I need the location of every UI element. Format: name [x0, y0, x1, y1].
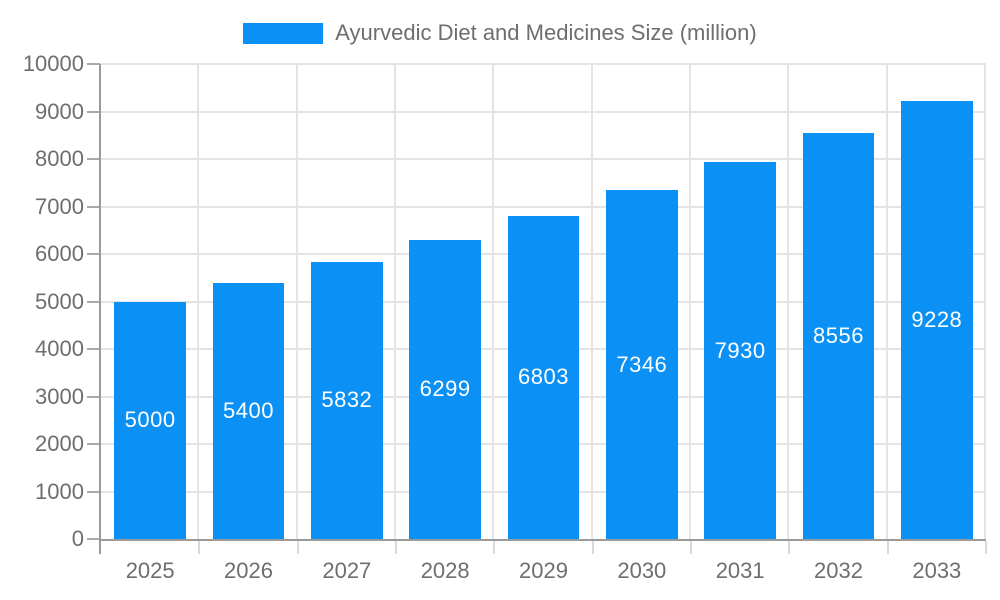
y-axis-label: 9000: [35, 98, 84, 124]
y-tick: [87, 253, 100, 255]
bar-value-label: 8556: [813, 322, 864, 348]
y-axis-label: 6000: [35, 241, 84, 266]
y-tick: [87, 205, 100, 208]
x-tick: [690, 541, 692, 554]
x-tick: [395, 541, 397, 554]
bar-value-label: 7346: [616, 351, 668, 377]
bar-value-label: 5400: [223, 397, 274, 423]
y-tick: [87, 63, 100, 65]
y-tick: [87, 443, 100, 445]
x-tick: [985, 541, 987, 554]
h-gridline: [101, 158, 986, 160]
y-axis-label: 7000: [35, 193, 84, 219]
h-gridline: [101, 205, 986, 208]
v-gridline: [590, 64, 593, 539]
v-gridline: [394, 64, 396, 539]
x-axis-label-2028: 2028: [420, 558, 470, 583]
chart-legend[interactable]: Ayurvedic Diet and Medicines Size (milli…: [0, 19, 1000, 47]
x-axis-label-2027: 2027: [322, 558, 372, 583]
x-axis-label-2030: 2030: [617, 558, 667, 583]
y-tick: [87, 348, 100, 350]
v-gridline: [984, 64, 986, 539]
y-axis-label: 1000: [35, 478, 84, 504]
v-gridline: [492, 64, 495, 539]
y-axis-label: 8000: [35, 146, 84, 171]
bar-value-label: 5000: [124, 407, 176, 433]
y-tick: [87, 538, 100, 540]
x-axis-line: [99, 539, 986, 541]
x-axis-label-2033: 2033: [912, 558, 962, 583]
bar-2026[interactable]: 5400: [212, 282, 285, 539]
bar-value-label: 6299: [419, 376, 471, 402]
y-axis-label: 5000: [35, 288, 84, 314]
bar-value-label: 7930: [714, 337, 766, 363]
y-axis-label: 10000: [22, 51, 84, 76]
bar-2025[interactable]: 5000: [114, 301, 187, 539]
x-tick: [493, 541, 496, 554]
x-tick: [886, 541, 889, 554]
y-axis-label: 2000: [35, 431, 84, 456]
y-tick: [87, 110, 100, 113]
x-tick: [198, 541, 201, 554]
legend-title: Ayurvedic Diet and Medicines Size (milli…: [335, 20, 757, 45]
bar-2032[interactable]: 8556: [802, 132, 875, 539]
y-tick: [87, 300, 100, 303]
y-tick: [87, 158, 100, 160]
x-axis-label-2029: 2029: [519, 558, 568, 583]
x-tick: [591, 541, 594, 554]
x-tick: [296, 541, 299, 554]
legend-swatch: [243, 22, 324, 44]
v-gridline: [295, 64, 298, 539]
bar-value-label: 5832: [321, 387, 373, 413]
y-axis-label: 3000: [35, 383, 84, 409]
y-tick: [87, 395, 100, 398]
v-gridline: [787, 64, 790, 539]
x-tick: [788, 541, 791, 554]
y-axis-label: 4000: [35, 336, 84, 361]
h-gridline: [101, 63, 986, 65]
v-gridline: [689, 64, 691, 539]
v-gridline: [197, 64, 200, 539]
plot-area: 5000 5400 5832 6299 6803 7346 7930 8556 9228: [101, 63, 986, 539]
v-gridline: [885, 64, 888, 539]
y-tick: [87, 490, 100, 493]
bar-2030[interactable]: 7346: [605, 190, 678, 539]
x-axis-label-2031: 2031: [715, 558, 765, 583]
bar-2027[interactable]: 5832: [310, 261, 383, 539]
y-axis-label: 0: [71, 526, 84, 551]
bar-2033[interactable]: 9228: [900, 100, 973, 539]
bar-value-label: 6803: [518, 364, 569, 390]
bar-value-label: 9228: [911, 306, 963, 332]
bar-2029[interactable]: 6803: [507, 215, 580, 539]
bar-2028[interactable]: 6299: [409, 239, 482, 539]
h-gridline: [101, 110, 986, 113]
x-axis-label-2026: 2026: [224, 558, 273, 583]
y-axis-line: [99, 64, 101, 554]
x-axis-label-2025: 2025: [125, 558, 175, 583]
bar-2031[interactable]: 7930: [704, 162, 777, 539]
x-axis-label-2032: 2032: [814, 558, 863, 583]
